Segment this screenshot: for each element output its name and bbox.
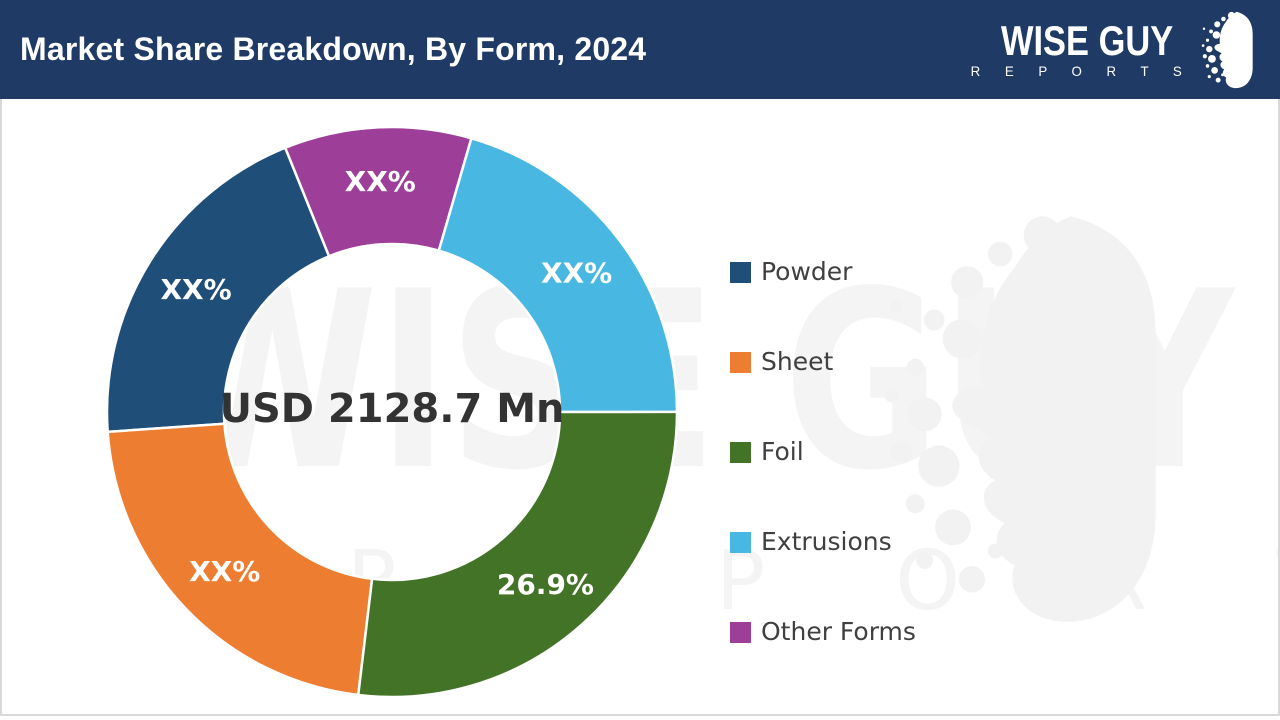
donut-chart-svg: XX% XX% 26.9% XX% XX% xyxy=(105,125,679,699)
header: Market Share Breakdown, By Form, 2024 WI… xyxy=(0,0,1280,99)
chart-center-value: USD 2128.7 Mn xyxy=(219,386,565,432)
legend-swatch xyxy=(730,441,751,463)
donut-chart: XX% XX% 26.9% XX% XX% xyxy=(102,122,682,702)
wise-guy-logo: WISE GUY R E P O R T S xyxy=(959,10,1258,90)
legend-swatch xyxy=(730,351,751,373)
donut-segment-powder xyxy=(105,146,331,434)
chart-area: WISE GUY R E P O R T S XX%XX%26.9%XX%XX%… xyxy=(0,99,1280,716)
face-dots-icon xyxy=(1201,11,1253,88)
segment-label-other-forms: XX% xyxy=(345,165,416,198)
donut-segment-foil xyxy=(357,410,679,699)
donut-segment-extrusions xyxy=(437,137,679,414)
legend-label: Foil xyxy=(761,437,804,466)
segment-label-sheet: XX% xyxy=(189,555,260,588)
donut-segment-sheet xyxy=(106,422,374,697)
legend-item-other-forms: Other Forms xyxy=(730,617,916,647)
legend-label: Powder xyxy=(761,257,853,286)
segment-label-foil: 26.9% xyxy=(497,568,594,601)
logo-wordmark: WISE GUY xyxy=(1000,16,1173,64)
segment-label-powder: XX% xyxy=(160,273,231,306)
legend-swatch xyxy=(730,261,751,283)
legend-item-sheet: Sheet xyxy=(730,347,916,377)
legend-item-extrusions: Extrusions xyxy=(730,527,916,557)
legend-swatch xyxy=(730,531,751,553)
legend-item-foil: Foil xyxy=(730,437,916,467)
page-title: Market Share Breakdown, By Form, 2024 xyxy=(20,31,647,67)
legend-label: Other Forms xyxy=(761,617,916,646)
legend-label: Sheet xyxy=(761,347,834,376)
donut-segment-other-forms xyxy=(283,125,473,258)
logo-subtitle: R E P O R T S xyxy=(970,62,1192,79)
legend-swatch xyxy=(730,621,751,643)
legend-label: Extrusions xyxy=(761,527,892,556)
legend-item-powder: Powder xyxy=(730,257,916,287)
segment-label-extrusions: XX% xyxy=(541,257,612,290)
chart-legend: Powder Sheet Foil Extrusions Other Forms xyxy=(730,257,916,707)
